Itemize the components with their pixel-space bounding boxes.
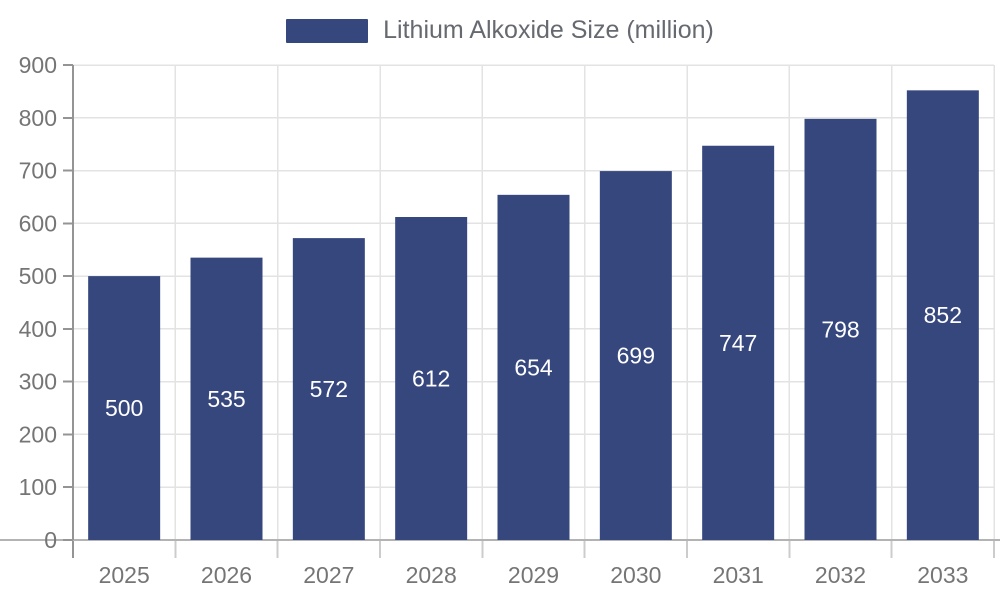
bar-value-label: 500 <box>105 395 143 421</box>
bar-value-label: 747 <box>719 330 757 356</box>
bar-value-label: 612 <box>412 366 450 392</box>
x-axis-tick-label: 2030 <box>610 562 661 588</box>
y-axis-tick-label: 700 <box>19 158 57 184</box>
y-axis-tick-label: 900 <box>19 52 57 78</box>
bar[interactable] <box>292 238 365 540</box>
legend[interactable]: Lithium Alkoxide Size (million) <box>0 16 1000 45</box>
bar[interactable] <box>395 217 468 540</box>
bar-value-label: 654 <box>514 354 553 380</box>
x-axis-tick-label: 2027 <box>303 562 354 588</box>
bar-value-label: 852 <box>924 302 962 328</box>
x-axis-tick-label: 2028 <box>406 562 457 588</box>
x-axis-tick-label: 2031 <box>713 562 764 588</box>
legend-label: Lithium Alkoxide Size (million) <box>383 16 714 44</box>
y-axis-tick-label: 100 <box>19 474 57 500</box>
bar-value-label: 699 <box>617 343 655 369</box>
x-axis-tick-label: 2029 <box>508 562 559 588</box>
y-axis-tick-label: 500 <box>19 263 57 289</box>
y-axis-tick-label: 0 <box>44 527 57 553</box>
x-axis-tick-label: 2026 <box>201 562 252 588</box>
y-axis-tick-label: 300 <box>19 369 57 395</box>
bar-value-label: 572 <box>310 376 348 402</box>
bar[interactable] <box>906 90 979 540</box>
bar-value-label: 798 <box>821 316 859 342</box>
bar[interactable] <box>702 145 775 540</box>
x-axis-tick-label: 2032 <box>815 562 866 588</box>
y-axis-tick-label: 400 <box>19 316 57 342</box>
bar[interactable] <box>804 118 877 540</box>
bar[interactable] <box>88 276 161 540</box>
y-axis-tick-label: 800 <box>19 105 57 131</box>
bar-value-label: 535 <box>207 386 245 412</box>
y-axis-tick-label: 200 <box>19 421 57 447</box>
x-axis-tick-label: 2025 <box>99 562 150 588</box>
y-axis-tick-label: 600 <box>19 210 57 236</box>
legend-swatch <box>286 18 369 43</box>
x-axis-tick-label: 2033 <box>917 562 968 588</box>
bar[interactable] <box>497 194 570 541</box>
bar[interactable] <box>599 171 672 541</box>
bar[interactable] <box>190 257 263 540</box>
